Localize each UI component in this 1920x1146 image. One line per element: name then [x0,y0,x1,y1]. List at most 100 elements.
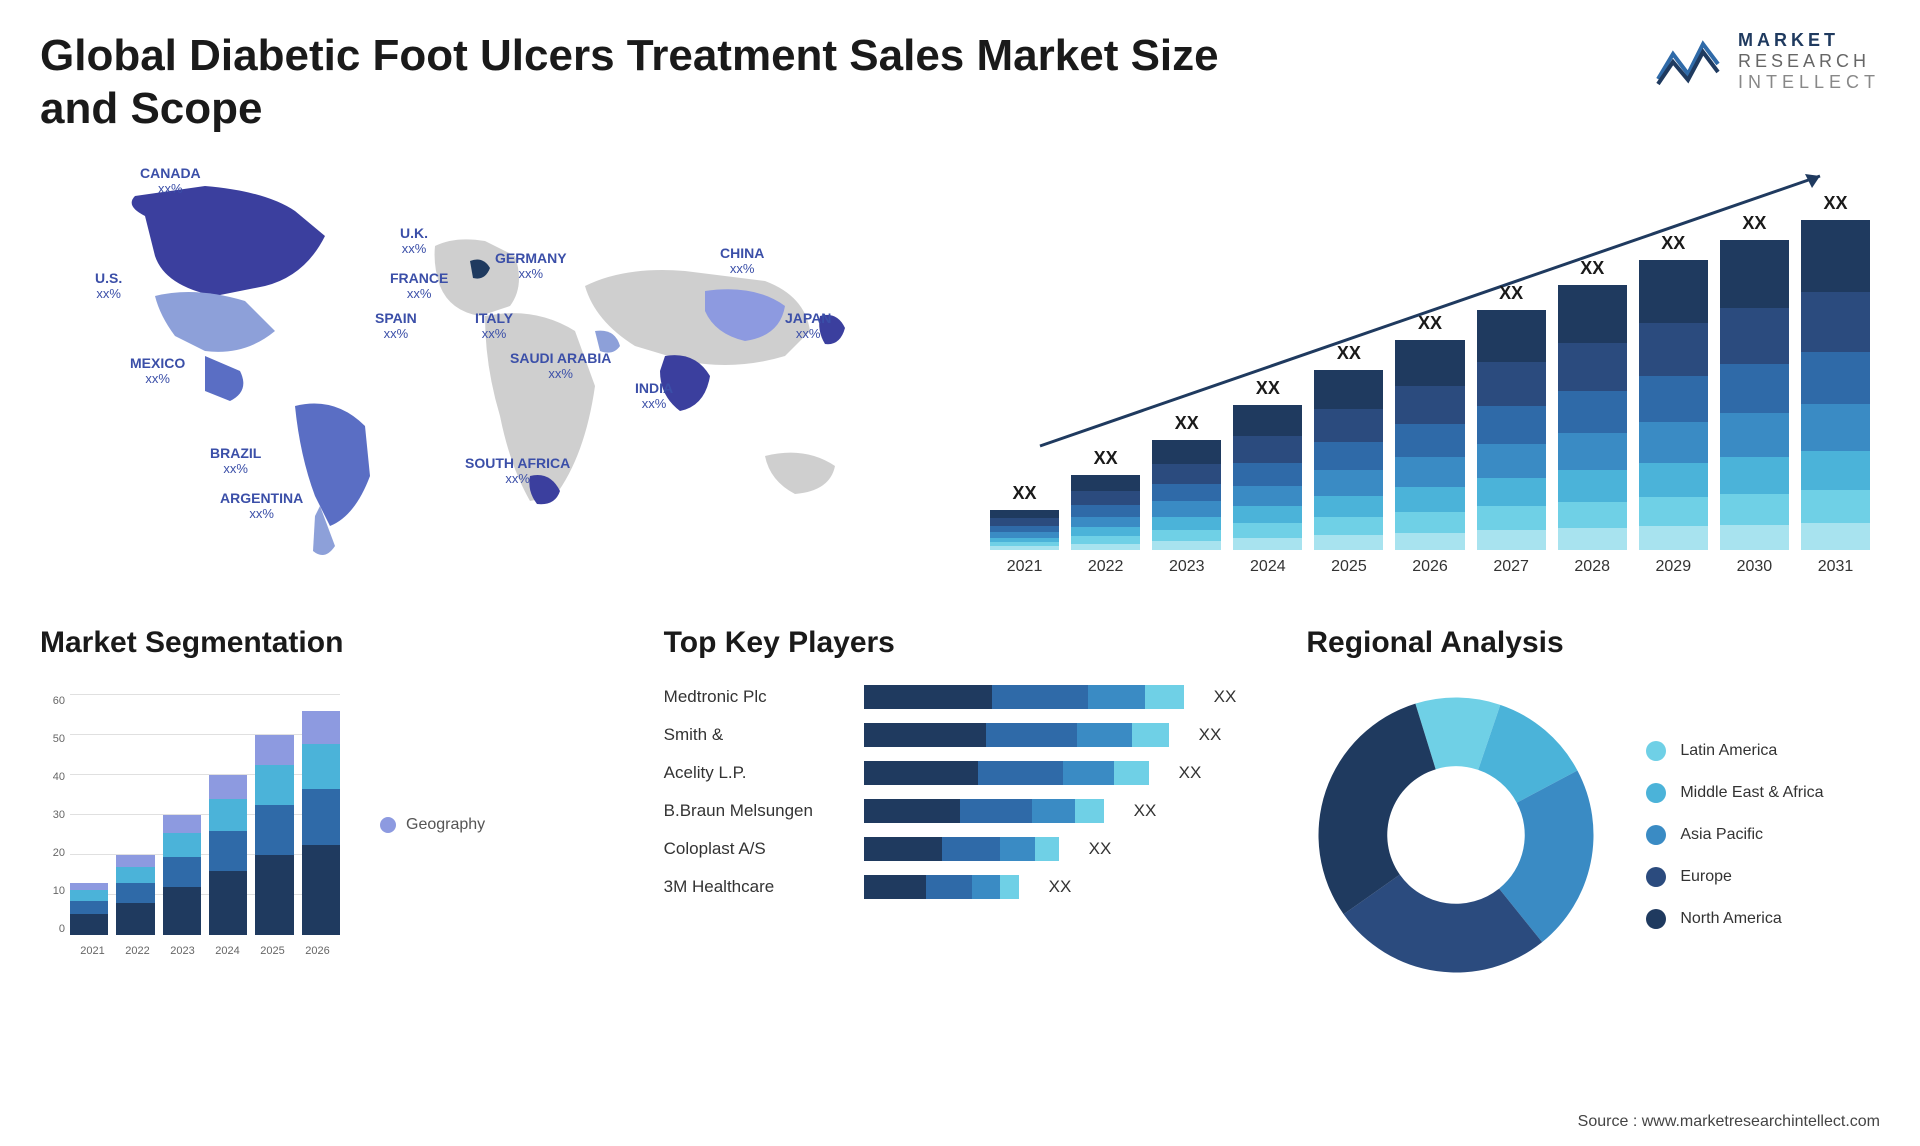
segmentation-title: Market Segmentation [40,626,614,660]
growth-year-label: 2029 [1656,558,1692,576]
growth-bar: XX2025 [1314,343,1383,576]
growth-value-label: XX [1823,193,1847,214]
segmentation-bar [255,735,293,935]
legend-label: Latin America [1680,742,1777,760]
legend-label: Asia Pacific [1680,826,1763,844]
map-label: U.K.xx% [400,226,428,257]
regional-legend-item: Middle East & Africa [1646,783,1823,803]
growth-bar: XX 2026 [1395,313,1464,576]
legend-dot [1646,909,1666,929]
growth-value-label: XX [1742,213,1766,234]
player-row: Acelity L.P. XX [664,761,1237,785]
growth-value-label: XX [1418,313,1442,334]
player-bar [864,761,1149,785]
legend-label: Middle East & Africa [1680,784,1823,802]
segmentation-bar [70,883,108,935]
player-row: B.Braun Melsungen XX [664,799,1237,823]
player-row: Smith &XX [664,723,1237,747]
map-label: BRAZILxx% [210,446,261,477]
growth-value-label: XX [1256,378,1280,399]
growth-chart-panel: XX2021XX2022XX2023XX2024XX2025XX2026XX20… [980,156,1880,576]
segmentation-bar [209,775,247,935]
growth-bar: XX 2029 [1639,233,1708,576]
map-label: GERMANYxx% [495,251,567,282]
regional-legend-item: Latin America [1646,741,1823,761]
player-name: Acelity L.P. [664,763,844,783]
legend-dot [1646,741,1666,761]
segmentation-chart: 0102030405060 202120222023202420252026 [40,685,340,965]
regional-legend-item: North America [1646,909,1823,929]
growth-value-label: XX [1661,233,1685,254]
logo-icon [1653,34,1723,89]
regional-legend-item: Asia Pacific [1646,825,1823,845]
growth-bar: XX 2031 [1801,193,1870,576]
map-label: JAPANxx% [785,311,831,342]
player-value: XX [1179,763,1202,783]
legend-dot [380,817,396,833]
regional-title: Regional Analysis [1306,626,1880,660]
growth-value-label: XX [1580,258,1604,279]
growth-year-label: 2026 [1412,558,1448,576]
growth-year-label: 2023 [1169,558,1205,576]
donut-segment [1319,703,1436,914]
player-value: XX [1214,687,1237,707]
page-title: Global Diabetic Foot Ulcers Treatment Sa… [40,30,1240,136]
player-bar [864,875,1019,899]
player-bar [864,799,1104,823]
key-players-list: Medtronic PlcXXSmith &XXAcelity L.P.XXB.… [664,685,1257,899]
legend-label: Europe [1680,868,1732,886]
player-row: Coloplast A/SXX [664,837,1237,861]
growth-bar: XX 2028 [1558,258,1627,576]
regional-donut [1306,685,1606,985]
legend-dot [1646,783,1666,803]
segmentation-bar [302,711,340,935]
player-value: XX [1134,801,1157,821]
growth-year-label: 2024 [1250,558,1286,576]
growth-year-label: 2028 [1574,558,1610,576]
key-players-panel: Top Key Players Medtronic Plc XX Smith &XX… [664,626,1257,985]
growth-year-label: 2022 [1088,558,1124,576]
map-label: CHINAxx% [720,246,764,277]
growth-value-label: XX [1175,413,1199,434]
legend-dot [1646,867,1666,887]
segmentation-panel: Market Segmentation 0102030405060 202120… [40,626,614,985]
player-bar [864,837,1059,861]
growth-value-label: XX [1337,343,1361,364]
growth-year-label: 2031 [1818,558,1854,576]
growth-year-label: 2021 [1007,558,1043,576]
map-label: CANADAxx% [140,166,201,197]
player-row: Medtronic Plc XX [664,685,1237,709]
growth-bar: XX 2030 [1720,213,1789,576]
segmentation-bar [163,815,201,935]
world-map-panel: CANADAxx%U.S.xx%MEXICOxx%BRAZILxx%ARGENT… [40,156,940,576]
map-label: SOUTH AFRICAxx% [465,456,570,487]
logo-line2: RESEARCH [1738,51,1880,72]
growth-bar: XX 2023 [1152,413,1221,576]
logo-line3: INTELLECT [1738,72,1880,93]
growth-year-label: 2027 [1493,558,1529,576]
legend-label: Geography [406,816,485,834]
growth-year-label: 2030 [1737,558,1773,576]
map-label: INDIAxx% [635,381,673,412]
growth-value-label: XX [1499,283,1523,304]
player-bar [864,685,1184,709]
segmentation-bar [116,855,154,935]
key-players-title: Top Key Players [664,626,1257,660]
player-name: B.Braun Melsungen [664,801,844,821]
regional-legend: Latin America Middle East & Africa Asia Pa… [1646,741,1823,929]
map-label: ARGENTINAxx% [220,491,303,522]
map-label: SPAINxx% [375,311,417,342]
growth-bar: XX 2022 [1071,448,1140,576]
growth-bars: XX2021XX2022XX2023XX2024XX2025XX2026XX20… [980,196,1880,576]
regional-legend-item: Europe [1646,867,1823,887]
map-label: SAUDI ARABIAxx% [510,351,611,382]
growth-bar: XX 2024 [1233,378,1302,576]
footer-source: Source : www.marketresearchintellect.com [1578,1113,1880,1131]
legend-dot [1646,825,1666,845]
growth-value-label: XX [1094,448,1118,469]
player-name: Coloplast A/S [664,839,844,859]
map-label: ITALYxx% [475,311,513,342]
legend-label: North America [1680,910,1781,928]
player-name: Medtronic Plc [664,687,844,707]
map-label: MEXICOxx% [130,356,185,387]
